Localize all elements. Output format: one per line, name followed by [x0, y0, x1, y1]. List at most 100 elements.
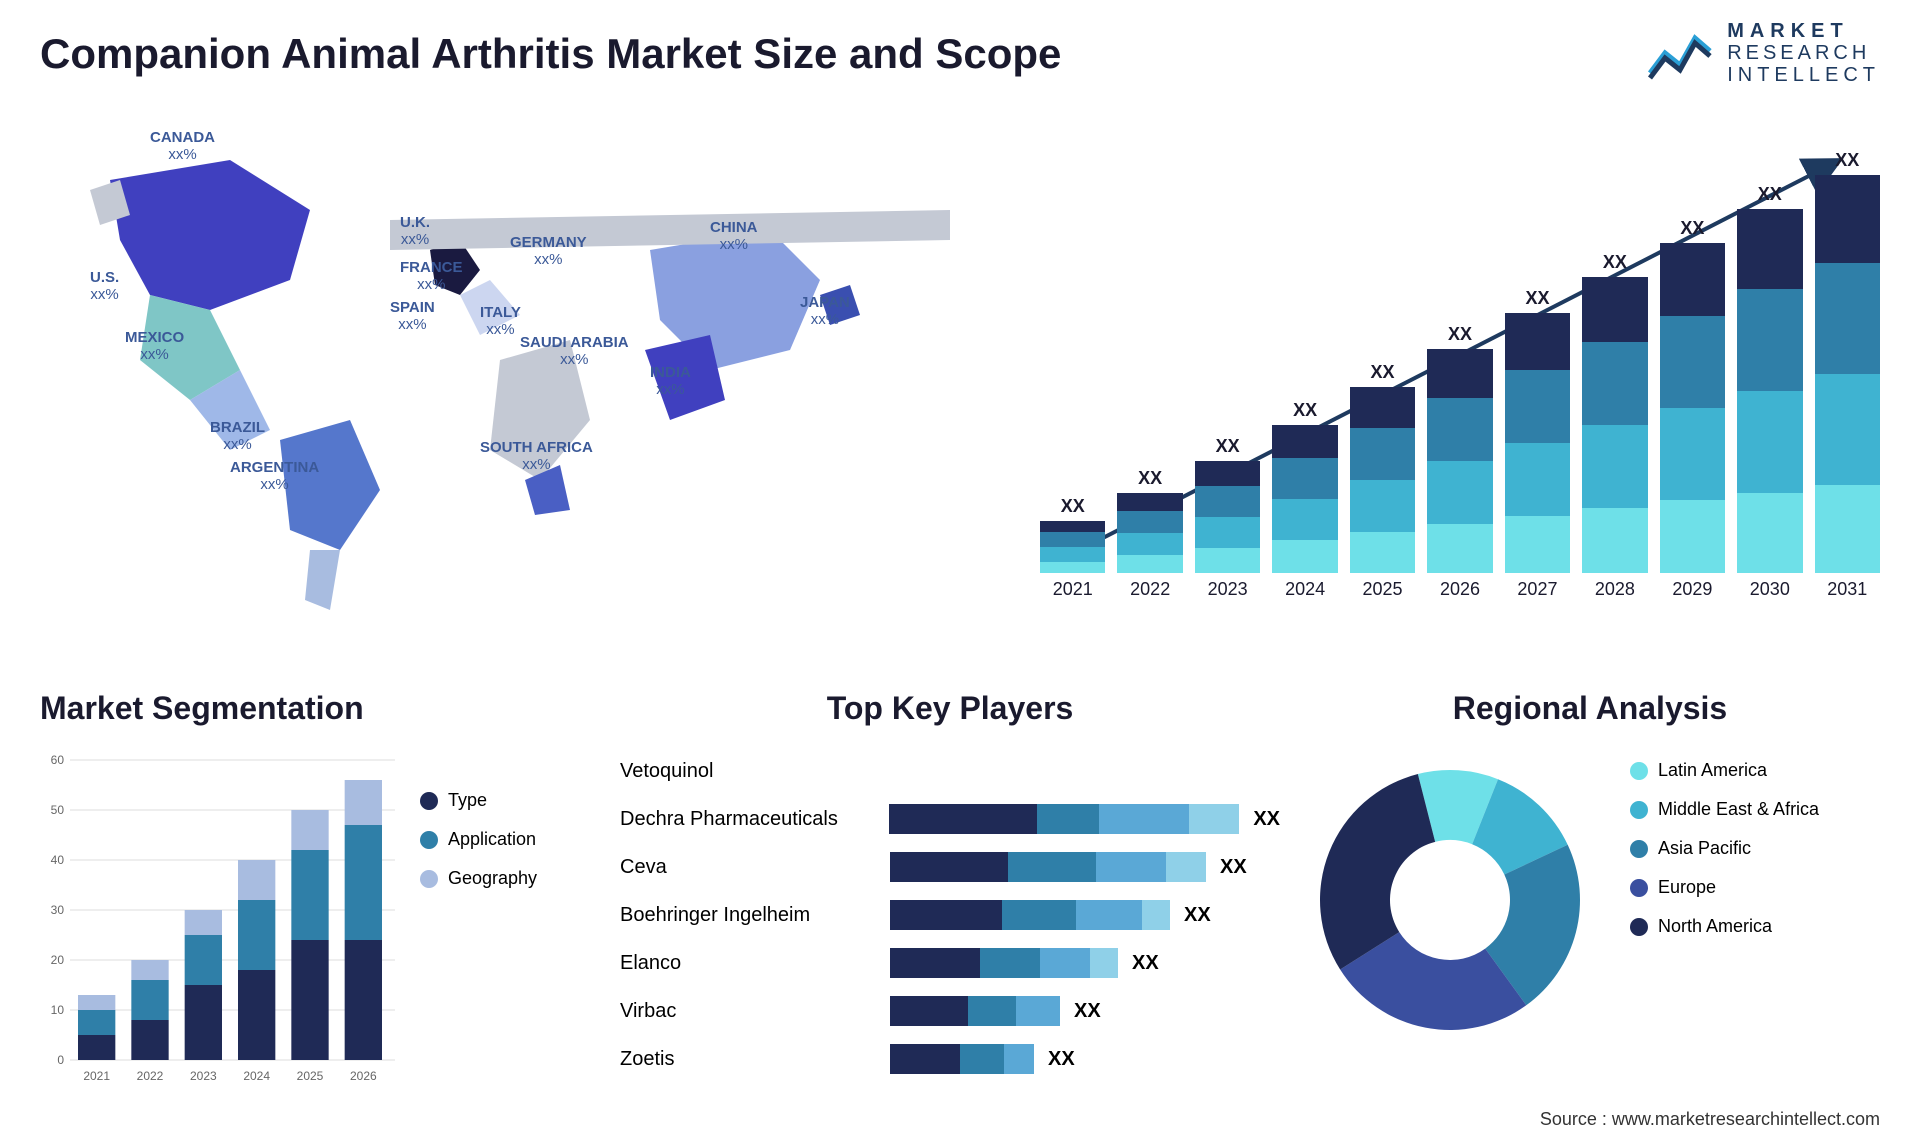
forecast-value: XX [1138, 468, 1162, 489]
key-player-value: XX [1184, 904, 1211, 927]
kp-bar-seg [1008, 852, 1096, 882]
map-label-pct: xx% [125, 347, 184, 364]
forecast-bar [1195, 461, 1260, 573]
forecast-year: 2024 [1285, 579, 1325, 600]
forecast-bar [1815, 175, 1880, 573]
svg-text:50: 50 [51, 803, 65, 817]
forecast-bar-seg [1040, 547, 1105, 562]
regional-legend: Latin AmericaMiddle East & AfricaAsia Pa… [1630, 760, 1870, 955]
forecast-bar [1272, 425, 1337, 573]
map-label-name: FRANCE [400, 259, 463, 276]
map-label-pct: xx% [150, 147, 215, 164]
seg-bar-seg [185, 910, 222, 935]
kp-bar-seg [1037, 804, 1099, 834]
segmentation-section: Market Segmentation 01020304050602021202… [40, 690, 580, 1110]
forecast-column: XX2026 [1427, 324, 1492, 600]
seg-bar-seg [78, 1035, 115, 1060]
seg-bar-seg [291, 810, 328, 850]
legend-dot [420, 831, 438, 849]
map-label: CANADAxx% [150, 130, 215, 163]
legend-dot [1630, 918, 1648, 936]
kp-bar-seg [890, 900, 1002, 930]
svg-text:10: 10 [51, 1003, 65, 1017]
map-label-name: SAUDI ARABIA [520, 334, 629, 351]
forecast-value: XX [1680, 218, 1704, 239]
map-label: BRAZILxx% [210, 420, 265, 453]
regional-section: Regional Analysis Latin AmericaMiddle Ea… [1300, 690, 1880, 1110]
map-label: FRANCExx% [400, 260, 463, 293]
forecast-bar-seg [1272, 425, 1337, 458]
map-label-name: U.K. [400, 214, 430, 231]
logo: MARKET RESEARCH INTELLECT [1645, 20, 1880, 86]
seg-bar-seg [131, 980, 168, 1020]
map-label-pct: xx% [390, 317, 435, 334]
key-player-value: XX [1074, 1000, 1101, 1023]
forecast-bar-seg [1660, 500, 1725, 573]
svg-text:60: 60 [51, 753, 65, 767]
forecast-year: 2030 [1750, 579, 1790, 600]
forecast-bar-seg [1737, 209, 1802, 289]
key-player-bar [890, 996, 1060, 1026]
map-label: JAPANxx% [800, 295, 850, 328]
seg-bar-seg [78, 995, 115, 1010]
key-player-name: Elanco [620, 952, 890, 975]
forecast-bar [1737, 209, 1802, 573]
forecast-value: XX [1525, 288, 1549, 309]
forecast-year: 2031 [1827, 579, 1867, 600]
legend-item: Europe [1630, 877, 1870, 898]
key-player-row: Virbac XX [620, 990, 1280, 1032]
legend-item: Geography [420, 868, 580, 889]
forecast-bar-seg [1582, 508, 1647, 573]
key-players-title: Top Key Players [620, 690, 1280, 727]
key-player-name: Zoetis [620, 1048, 890, 1071]
forecast-bar [1505, 313, 1570, 573]
forecast-bar-seg [1815, 263, 1880, 374]
forecast-value: XX [1293, 400, 1317, 421]
seg-bar-seg [238, 900, 275, 970]
legend-dot [420, 870, 438, 888]
kp-bar-seg [889, 804, 1037, 834]
kp-bar-seg [890, 948, 980, 978]
svg-text:2025: 2025 [297, 1069, 324, 1083]
forecast-bar-seg [1272, 540, 1337, 573]
legend-label: Geography [448, 868, 537, 889]
forecast-bar-seg [1660, 243, 1725, 316]
map-label-name: U.S. [90, 269, 119, 286]
legend-label: Asia Pacific [1658, 838, 1751, 859]
map-label-name: CHINA [710, 219, 758, 236]
forecast-column: XX2028 [1582, 252, 1647, 600]
seg-bar-seg [238, 860, 275, 900]
forecast-column: XX2029 [1660, 218, 1725, 600]
logo-line-2: RESEARCH [1727, 42, 1880, 64]
map-label-pct: xx% [510, 252, 587, 269]
seg-bar-seg [291, 850, 328, 940]
forecast-bar-seg [1505, 370, 1570, 443]
map-label-pct: xx% [480, 322, 521, 339]
seg-bar-seg [238, 970, 275, 1060]
kp-bar-seg [1166, 852, 1206, 882]
map-label-pct: xx% [90, 287, 119, 304]
key-player-bar [890, 852, 1206, 882]
segmentation-title: Market Segmentation [40, 690, 580, 727]
map-label-pct: xx% [650, 382, 691, 399]
map-label-pct: xx% [520, 352, 629, 369]
key-player-name: Ceva [620, 856, 890, 879]
key-player-bar [889, 804, 1239, 834]
map-label: SOUTH AFRICAxx% [480, 440, 593, 473]
forecast-bar-seg [1815, 175, 1880, 263]
forecast-bar-seg [1117, 511, 1182, 533]
svg-text:40: 40 [51, 853, 65, 867]
seg-bar-seg [345, 780, 382, 825]
kp-bar-seg [1189, 804, 1239, 834]
forecast-bar-seg [1582, 342, 1647, 425]
map-label-name: INDIA [650, 364, 691, 381]
forecast-bar-seg [1427, 524, 1492, 573]
forecast-column: XX 2024 [1272, 400, 1337, 600]
forecast-bar-seg [1427, 349, 1492, 398]
donut-slice [1320, 774, 1435, 969]
legend-label: Latin America [1658, 760, 1767, 781]
legend-dot [1630, 879, 1648, 897]
map-label-name: SOUTH AFRICA [480, 439, 593, 456]
svg-text:2026: 2026 [350, 1069, 377, 1083]
svg-text:2024: 2024 [243, 1069, 270, 1083]
